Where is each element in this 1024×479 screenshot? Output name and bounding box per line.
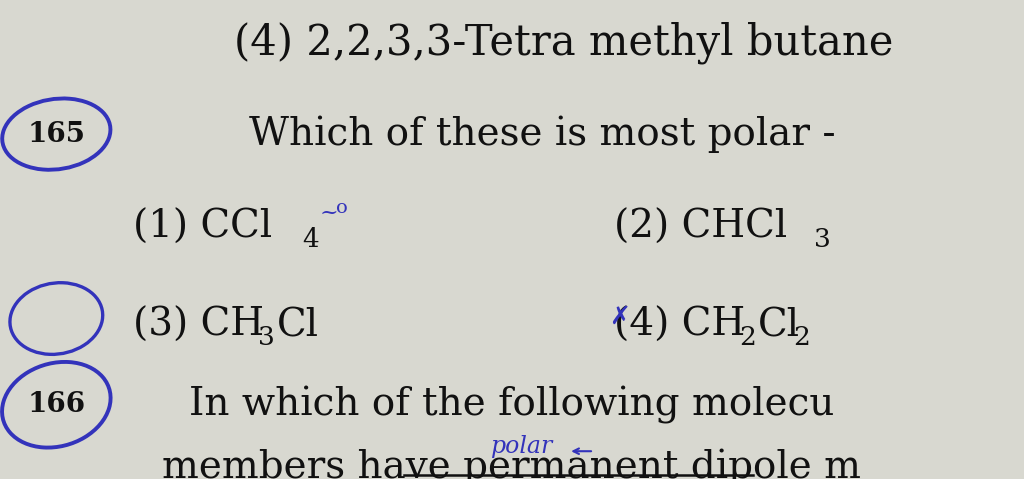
Text: 2: 2	[739, 325, 756, 350]
Text: (4) 2,2,3,3-Tetra methyl butane: (4) 2,2,3,3-Tetra methyl butane	[233, 22, 893, 64]
Text: (4) CH: (4) CH	[614, 307, 745, 344]
Text: 166: 166	[28, 391, 85, 418]
Text: (2) CHCl: (2) CHCl	[614, 209, 787, 246]
Text: In which of the following molecu: In which of the following molecu	[189, 386, 835, 424]
Text: 4: 4	[302, 227, 318, 252]
Text: members have permanent dipole m: members have permanent dipole m	[163, 448, 861, 479]
Text: (3) CH: (3) CH	[133, 307, 264, 344]
Text: (1) CCl: (1) CCl	[133, 209, 272, 246]
Text: Cl: Cl	[276, 307, 318, 344]
Text: polar: polar	[492, 435, 553, 458]
Text: 2: 2	[794, 325, 810, 350]
Text: 3: 3	[814, 227, 830, 252]
Text: ✗: ✗	[609, 305, 631, 329]
Text: ~: ~	[319, 202, 338, 224]
Text: 3: 3	[258, 325, 274, 350]
Text: 165: 165	[28, 121, 85, 148]
Text: o: o	[336, 199, 347, 217]
Text: Which of these is most polar -: Which of these is most polar -	[250, 115, 836, 153]
Text: Cl: Cl	[758, 307, 800, 344]
